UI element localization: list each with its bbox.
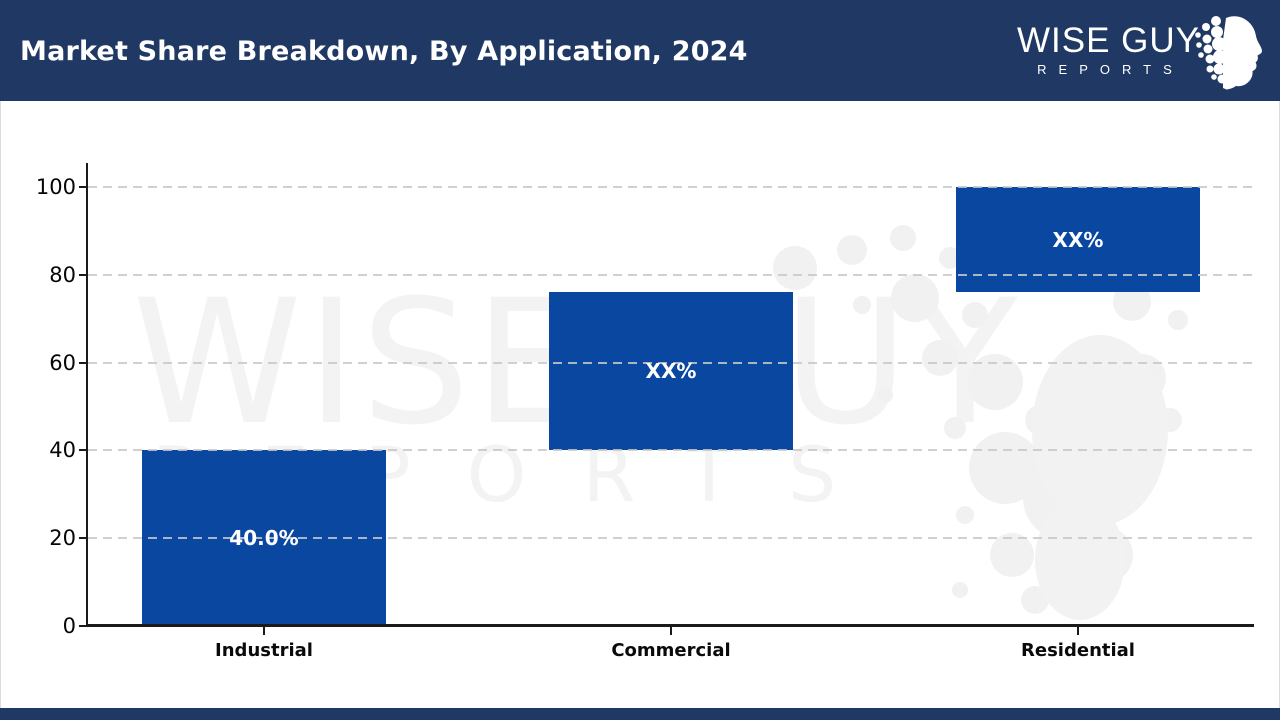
watermark-dot bbox=[922, 340, 958, 376]
x-tick-residential bbox=[1077, 627, 1079, 635]
gridline-100 bbox=[88, 186, 1253, 188]
page-title: Market Share Breakdown, By Application, … bbox=[20, 36, 748, 67]
gridline-80 bbox=[88, 273, 1253, 276]
logo-text: WISE GUY REPORTS bbox=[1016, 21, 1200, 78]
y-tick-60 bbox=[79, 361, 87, 364]
brand-logo: WISE GUY REPORTS bbox=[1017, 8, 1266, 92]
logo-face-icon bbox=[1195, 16, 1262, 90]
watermark-dot bbox=[891, 274, 939, 322]
logo-wordmark: WISE GUY bbox=[1016, 21, 1200, 60]
y-tick-label: 100 bbox=[35, 175, 76, 199]
watermark-face-blob bbox=[1035, 500, 1125, 620]
logo-subtext: REPORTS bbox=[1037, 62, 1184, 77]
bar-value-label: XX% bbox=[1052, 227, 1104, 252]
bar-commercial bbox=[549, 292, 793, 451]
watermark-dot bbox=[773, 246, 817, 290]
y-tick-0 bbox=[79, 625, 87, 627]
watermark-dot bbox=[944, 417, 966, 439]
watermark-dot bbox=[956, 506, 974, 524]
x-category-label: Industrial bbox=[215, 640, 313, 661]
gridline-40 bbox=[88, 449, 1253, 452]
y-tick-80 bbox=[79, 273, 87, 276]
x-category-label: Residential bbox=[1021, 640, 1135, 661]
y-tick-100 bbox=[79, 186, 87, 188]
y-tick-label: 40 bbox=[49, 438, 76, 463]
watermark-dot bbox=[939, 247, 961, 269]
watermark-dot bbox=[1168, 310, 1188, 330]
watermark-face-blob bbox=[1032, 335, 1168, 525]
gridline-60 bbox=[88, 361, 1253, 364]
watermark-dot bbox=[837, 235, 867, 265]
watermark-dot bbox=[990, 533, 1034, 577]
bar-value-label: XX% bbox=[645, 359, 697, 384]
header-bar: Market Share Breakdown, By Application, … bbox=[0, 0, 1280, 101]
y-tick-40 bbox=[79, 449, 87, 452]
y-tick-label: 80 bbox=[49, 262, 76, 287]
footer-bar bbox=[0, 708, 1280, 720]
gridline-20 bbox=[88, 537, 1253, 540]
y-tick-label: 0 bbox=[62, 614, 76, 638]
y-tick-label: 60 bbox=[49, 350, 76, 375]
watermark-dot bbox=[890, 225, 916, 251]
x-tick-commercial bbox=[670, 627, 672, 635]
watermark-dot bbox=[962, 302, 988, 328]
x-category-label: Commercial bbox=[611, 640, 731, 661]
y-tick-label: 20 bbox=[49, 526, 76, 551]
x-tick-industrial bbox=[263, 627, 265, 635]
watermark-dot bbox=[853, 296, 871, 314]
bar-value-label: 40.0% bbox=[229, 526, 299, 551]
y-axis-line bbox=[86, 163, 88, 627]
watermark-dot bbox=[877, 387, 893, 403]
x-axis-line bbox=[86, 624, 1254, 627]
y-tick-20 bbox=[79, 537, 87, 540]
watermark-dot bbox=[952, 582, 968, 598]
